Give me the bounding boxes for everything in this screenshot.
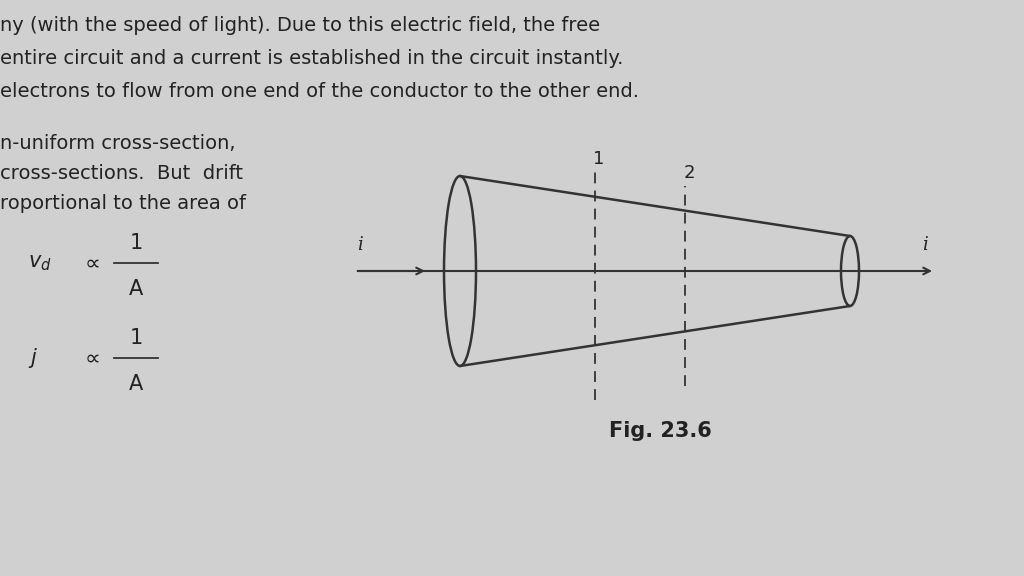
Text: 1: 1 [129,233,142,253]
Text: 1: 1 [129,328,142,348]
Text: $\propto$: $\propto$ [80,348,99,368]
Text: $\propto$: $\propto$ [80,253,99,273]
Text: entire circuit and a current is established in the circuit instantly.: entire circuit and a current is establis… [0,49,624,68]
Text: A: A [129,279,143,299]
Text: 1: 1 [593,150,605,168]
Text: i: i [923,236,928,254]
Text: n-uniform cross-section,: n-uniform cross-section, [0,134,236,153]
Text: A: A [129,374,143,394]
Text: i: i [357,236,362,254]
Text: cross-sections.  But  drift: cross-sections. But drift [0,164,243,183]
Text: electrons to flow from one end of the conductor to the other end.: electrons to flow from one end of the co… [0,82,639,101]
Text: Fig. 23.6: Fig. 23.6 [608,421,712,441]
Text: ny (with the speed of light). Due to this electric field, the free: ny (with the speed of light). Due to thi… [0,16,600,35]
Text: roportional to the area of: roportional to the area of [0,194,246,213]
Text: $j$: $j$ [28,346,38,370]
Text: $v_d$: $v_d$ [28,253,51,273]
Text: 2: 2 [683,164,694,181]
